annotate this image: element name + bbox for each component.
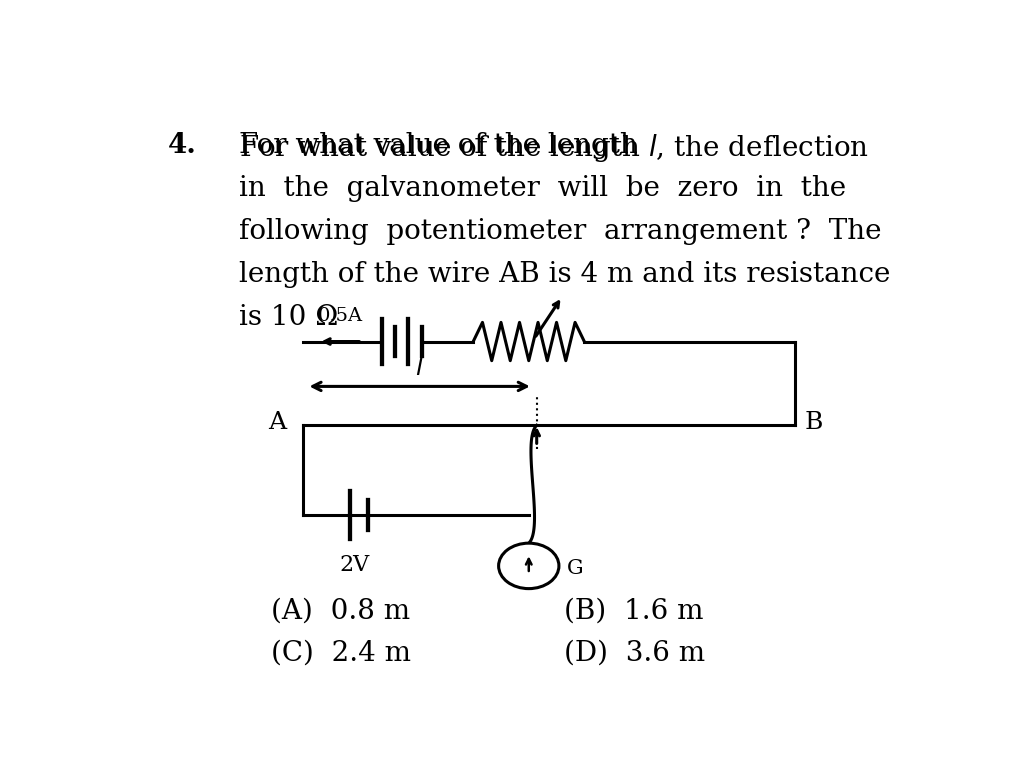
Text: (A)  0.8 m: (A) 0.8 m xyxy=(270,598,410,624)
Text: A: A xyxy=(268,411,287,434)
Text: (D)  3.6 m: (D) 3.6 m xyxy=(564,639,706,666)
Text: 2V: 2V xyxy=(339,554,370,576)
Text: is 10 Ω: is 10 Ω xyxy=(240,305,338,332)
Text: For what value of the length: For what value of the length xyxy=(240,132,647,159)
Text: G: G xyxy=(567,559,584,578)
Text: 0.5A: 0.5A xyxy=(317,307,362,325)
Text: $\mathit{l}$: $\mathit{l}$ xyxy=(416,357,424,381)
Text: length of the wire AB is 4 m and its resistance: length of the wire AB is 4 m and its res… xyxy=(240,261,891,288)
Circle shape xyxy=(499,543,559,589)
Text: 4.: 4. xyxy=(168,132,197,159)
Text: For what value of the length $\it{l}$, the deflection: For what value of the length $\it{l}$, t… xyxy=(240,132,869,164)
Text: B: B xyxy=(804,411,822,434)
Text: (C)  2.4 m: (C) 2.4 m xyxy=(270,639,411,666)
Text: (B)  1.6 m: (B) 1.6 m xyxy=(564,598,703,624)
Text: following  potentiometer  arrangement ?  The: following potentiometer arrangement ? Th… xyxy=(240,218,882,246)
Text: in  the  galvanometer  will  be  zero  in  the: in the galvanometer will be zero in the xyxy=(240,175,846,202)
